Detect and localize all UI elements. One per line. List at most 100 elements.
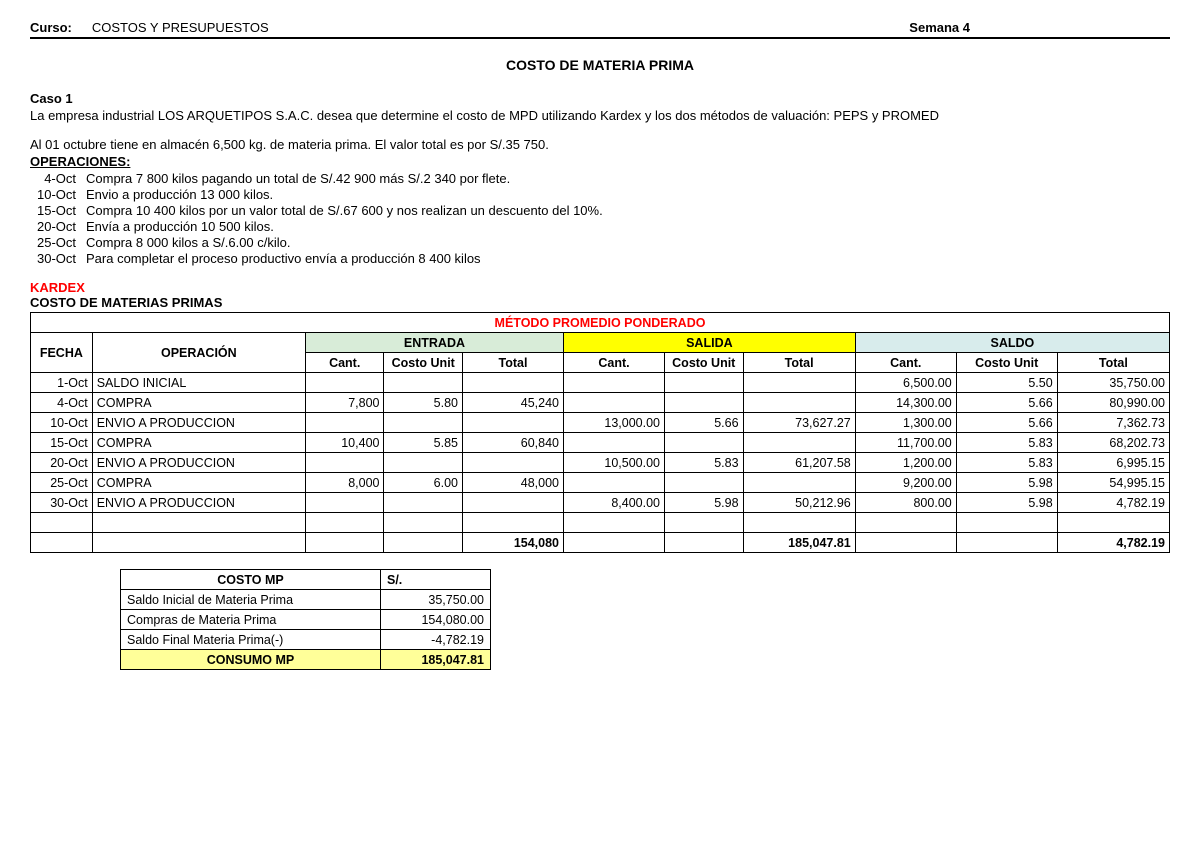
summary-row: Compras de Materia Prima154,080.00 xyxy=(121,610,491,630)
curso-value: COSTOS Y PRESUPUESTOS xyxy=(92,20,269,35)
cell-s-cu: 5.66 xyxy=(664,413,743,433)
cell-e-tot xyxy=(463,413,564,433)
case-intro: Al 01 octubre tiene en almacén 6,500 kg.… xyxy=(30,137,1170,152)
cell-b-cant: 1,300.00 xyxy=(855,413,956,433)
cell-fecha: 30-Oct xyxy=(31,493,93,513)
cell-s-tot xyxy=(743,373,855,393)
cell-e-cu xyxy=(384,453,463,473)
consumo-label: CONSUMO MP xyxy=(121,650,381,670)
cell-b-cu: 5.83 xyxy=(956,433,1057,453)
kardex-label: KARDEX xyxy=(30,280,1170,295)
cell-e-cant xyxy=(305,373,384,393)
colgroup-entrada: ENTRADA xyxy=(305,333,563,353)
cell-e-tot xyxy=(463,453,564,473)
consumo-value: 185,047.81 xyxy=(381,650,491,670)
cell-s-cant xyxy=(564,433,665,453)
op-date: 20-Oct xyxy=(30,219,80,234)
cell-oper: COMPRA xyxy=(92,393,305,413)
col-b-tot: Total xyxy=(1057,353,1169,373)
cell-s-cant: 8,400.00 xyxy=(564,493,665,513)
op-text: Envía a producción 10 500 kilos. xyxy=(86,219,274,234)
cell-e-cant: 7,800 xyxy=(305,393,384,413)
cell-e-cant: 10,400 xyxy=(305,433,384,453)
op-date: 25-Oct xyxy=(30,235,80,250)
cell-s-cant: 13,000.00 xyxy=(564,413,665,433)
total-cell: 4,782.19 xyxy=(1057,533,1169,553)
cell-e-cu xyxy=(384,493,463,513)
curso-label: Curso: xyxy=(30,20,72,35)
kardex-row: 25-OctCOMPRA8,0006.0048,0009,200.005.985… xyxy=(31,473,1170,493)
kardex-table: MÉTODO PROMEDIO PONDERADO FECHA OPERACIÓ… xyxy=(30,312,1170,553)
cell-e-cu xyxy=(384,373,463,393)
col-e-cant: Cant. xyxy=(305,353,384,373)
cell-s-cu xyxy=(664,373,743,393)
cell-b-cant: 14,300.00 xyxy=(855,393,956,413)
col-b-cant: Cant. xyxy=(855,353,956,373)
kardex-sub: COSTO DE MATERIAS PRIMAS xyxy=(30,295,1170,310)
case-desc: La empresa industrial LOS ARQUETIPOS S.A… xyxy=(30,108,1170,123)
col-s-cu: Costo Unit xyxy=(664,353,743,373)
cell-oper: COMPRA xyxy=(92,433,305,453)
cell-b-tot: 35,750.00 xyxy=(1057,373,1169,393)
summary-label: Saldo Final Materia Prima(-) xyxy=(121,630,381,650)
cell-e-cu xyxy=(384,413,463,433)
total-cell xyxy=(31,533,93,553)
cell-s-tot: 73,627.27 xyxy=(743,413,855,433)
cell-b-cant: 11,700.00 xyxy=(855,433,956,453)
summary-label: Compras de Materia Prima xyxy=(121,610,381,630)
operation-row: 4-Oct Compra 7 800 kilos pagando un total… xyxy=(30,171,1170,186)
total-cell xyxy=(855,533,956,553)
cell-b-cu: 5.50 xyxy=(956,373,1057,393)
cell-s-cu: 5.98 xyxy=(664,493,743,513)
cell-b-cu: 5.66 xyxy=(956,413,1057,433)
kardex-row: 4-OctCOMPRA7,8005.8045,24014,300.005.668… xyxy=(31,393,1170,413)
total-cell xyxy=(305,533,384,553)
summary-currency: S/. xyxy=(381,570,491,590)
cell-b-tot: 68,202.73 xyxy=(1057,433,1169,453)
cell-oper: SALDO INICIAL xyxy=(92,373,305,393)
ops-label: OPERACIONES: xyxy=(30,154,1170,169)
cell-fecha: 15-Oct xyxy=(31,433,93,453)
cell-b-cant: 800.00 xyxy=(855,493,956,513)
cell-s-tot: 61,207.58 xyxy=(743,453,855,473)
cell-e-cu: 5.85 xyxy=(384,433,463,453)
col-fecha: FECHA xyxy=(31,333,93,373)
total-cell xyxy=(92,533,305,553)
summary-table: COSTO MP S/. Saldo Inicial de Materia Pr… xyxy=(120,569,491,670)
summary-row: Saldo Inicial de Materia Prima35,750.00 xyxy=(121,590,491,610)
kardex-totals: 154,080185,047.814,782.19 xyxy=(31,533,1170,553)
kardex-row: 10-OctENVIO A PRODUCCION13,000.005.6673,… xyxy=(31,413,1170,433)
op-date: 10-Oct xyxy=(30,187,80,202)
op-text: Para completar el proceso productivo env… xyxy=(86,251,481,266)
summary-title: COSTO MP xyxy=(121,570,381,590)
case-label: Caso 1 xyxy=(30,91,1170,106)
col-s-cant: Cant. xyxy=(564,353,665,373)
cell-s-cu xyxy=(664,393,743,413)
summary-value: -4,782.19 xyxy=(381,630,491,650)
cell-s-cant xyxy=(564,473,665,493)
total-cell xyxy=(956,533,1057,553)
cell-fecha: 4-Oct xyxy=(31,393,93,413)
cell-s-cant xyxy=(564,373,665,393)
cell-fecha: 20-Oct xyxy=(31,453,93,473)
operation-row: 10-OctEnvio a producción 13 000 kilos. xyxy=(30,187,1170,202)
cell-b-tot: 6,995.15 xyxy=(1057,453,1169,473)
total-cell xyxy=(664,533,743,553)
operation-row: 15-OctCompra 10 400 kilos por un valor t… xyxy=(30,203,1170,218)
cell-b-tot: 7,362.73 xyxy=(1057,413,1169,433)
cell-fecha: 1-Oct xyxy=(31,373,93,393)
cell-oper: ENVIO A PRODUCCION xyxy=(92,493,305,513)
cell-oper: ENVIO A PRODUCCION xyxy=(92,413,305,433)
cell-e-tot: 45,240 xyxy=(463,393,564,413)
cell-e-cant xyxy=(305,453,384,473)
op-text: Compra 10 400 kilos por un valor total d… xyxy=(86,203,603,218)
cell-s-cant: 10,500.00 xyxy=(564,453,665,473)
col-operacion: OPERACIÓN xyxy=(92,333,305,373)
total-cell xyxy=(384,533,463,553)
cell-s-tot: 50,212.96 xyxy=(743,493,855,513)
cell-e-tot xyxy=(463,493,564,513)
cell-b-tot: 4,782.19 xyxy=(1057,493,1169,513)
op-date: 4-Oct xyxy=(30,171,80,186)
kardex-row: 1-OctSALDO INICIAL6,500.005.5035,750.00 xyxy=(31,373,1170,393)
op-text: Compra 7 800 kilos pagando un total de S… xyxy=(86,171,510,186)
